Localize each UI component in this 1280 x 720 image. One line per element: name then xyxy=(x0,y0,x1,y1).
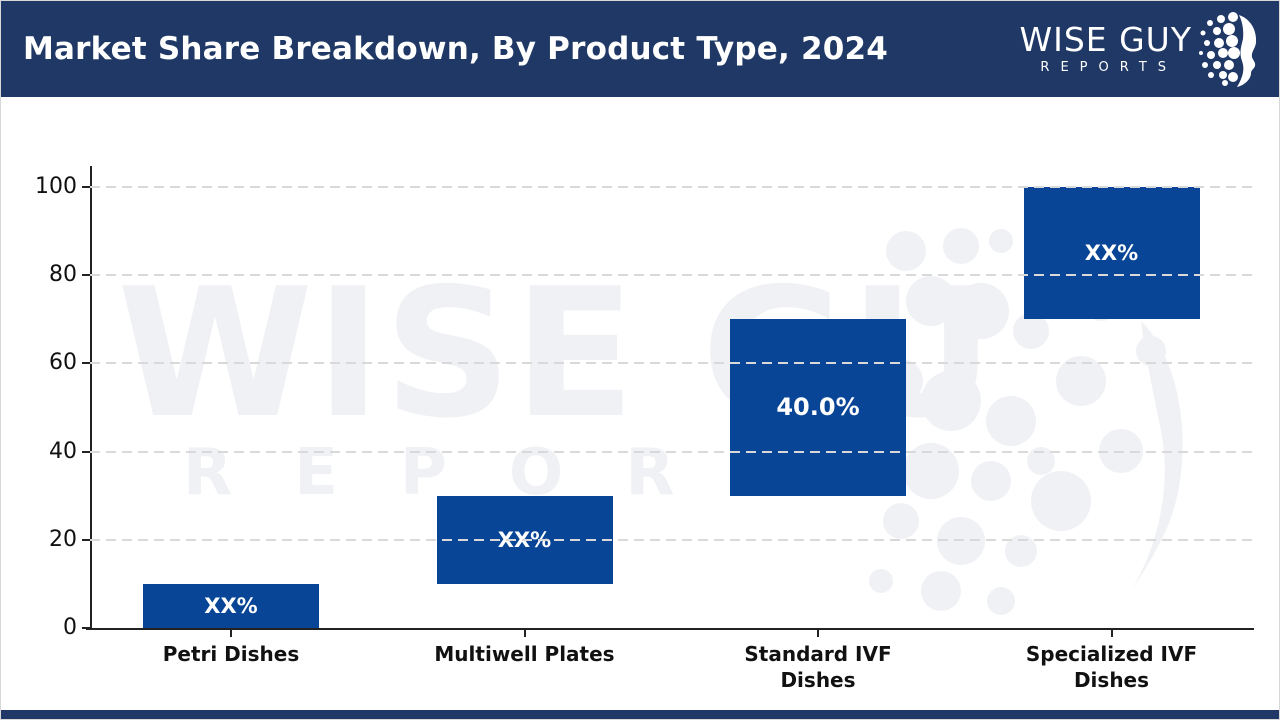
bar-value-label: XX% xyxy=(1084,241,1139,266)
x-axis-line xyxy=(86,628,1254,630)
y-tick-mark xyxy=(82,362,90,365)
watermark-dots-icon xyxy=(856,228,1183,615)
bar-value-label: XX% xyxy=(204,593,258,618)
y-tick-mark xyxy=(82,186,90,188)
y-tick-mark xyxy=(82,538,90,541)
y-tick-label: 0 xyxy=(63,615,77,640)
logo-face-icon xyxy=(1199,12,1257,87)
gridline xyxy=(90,538,1254,541)
y-tick-label: 60 xyxy=(49,350,77,376)
category-label-line: Standard IVF xyxy=(744,642,892,666)
bar-segment: XX% xyxy=(143,583,319,628)
bar-segment: 40.0% xyxy=(730,319,906,496)
y-tick-label: 20 xyxy=(49,526,77,552)
y-tick-mark xyxy=(82,627,90,629)
y-tick-mark xyxy=(82,450,90,453)
gridline xyxy=(90,362,1254,365)
y-axis-line xyxy=(90,166,92,630)
wise-guy-logo: WISE GUY REPORTS xyxy=(1019,9,1257,89)
gridline xyxy=(90,274,1254,277)
y-tick-label: 100 xyxy=(35,174,77,199)
bar-segment: XX% xyxy=(1023,187,1200,320)
page-title: Market Share Breakdown, By Product Type,… xyxy=(23,31,889,67)
category-label: Petri Dishes xyxy=(121,641,341,667)
category-label-line: Dishes xyxy=(780,668,856,692)
bar-value-label: 40.0% xyxy=(776,393,860,422)
logo-text: WISE GUY REPORTS xyxy=(1019,23,1192,75)
header-bar: Market Share Breakdown, By Product Type,… xyxy=(1,1,1279,97)
x-tick-mark xyxy=(230,630,232,637)
x-tick-mark xyxy=(817,630,819,637)
x-tick-mark xyxy=(523,630,526,637)
y-tick-label: 40 xyxy=(49,438,77,464)
category-label-line: Multiwell Plates xyxy=(434,642,615,666)
category-label-line: Petri Dishes xyxy=(162,642,300,666)
gridline xyxy=(90,186,1254,188)
logo-wordmark: WISE GUY xyxy=(1019,20,1192,59)
logo-subtitle: REPORTS xyxy=(1040,60,1178,75)
footer-bar xyxy=(1,710,1279,719)
x-tick-mark xyxy=(1110,630,1113,637)
category-label: Multiwell Plates xyxy=(415,641,635,667)
category-label: Specialized IVF Dishes xyxy=(1002,641,1222,693)
category-label: Standard IVF Dishes xyxy=(708,641,928,693)
gridline xyxy=(90,450,1254,453)
category-label-line: Specialized IVF xyxy=(1025,642,1198,666)
category-label-line: Dishes xyxy=(1073,668,1150,692)
y-tick-mark xyxy=(82,274,90,277)
y-tick-label: 80 xyxy=(49,262,77,288)
